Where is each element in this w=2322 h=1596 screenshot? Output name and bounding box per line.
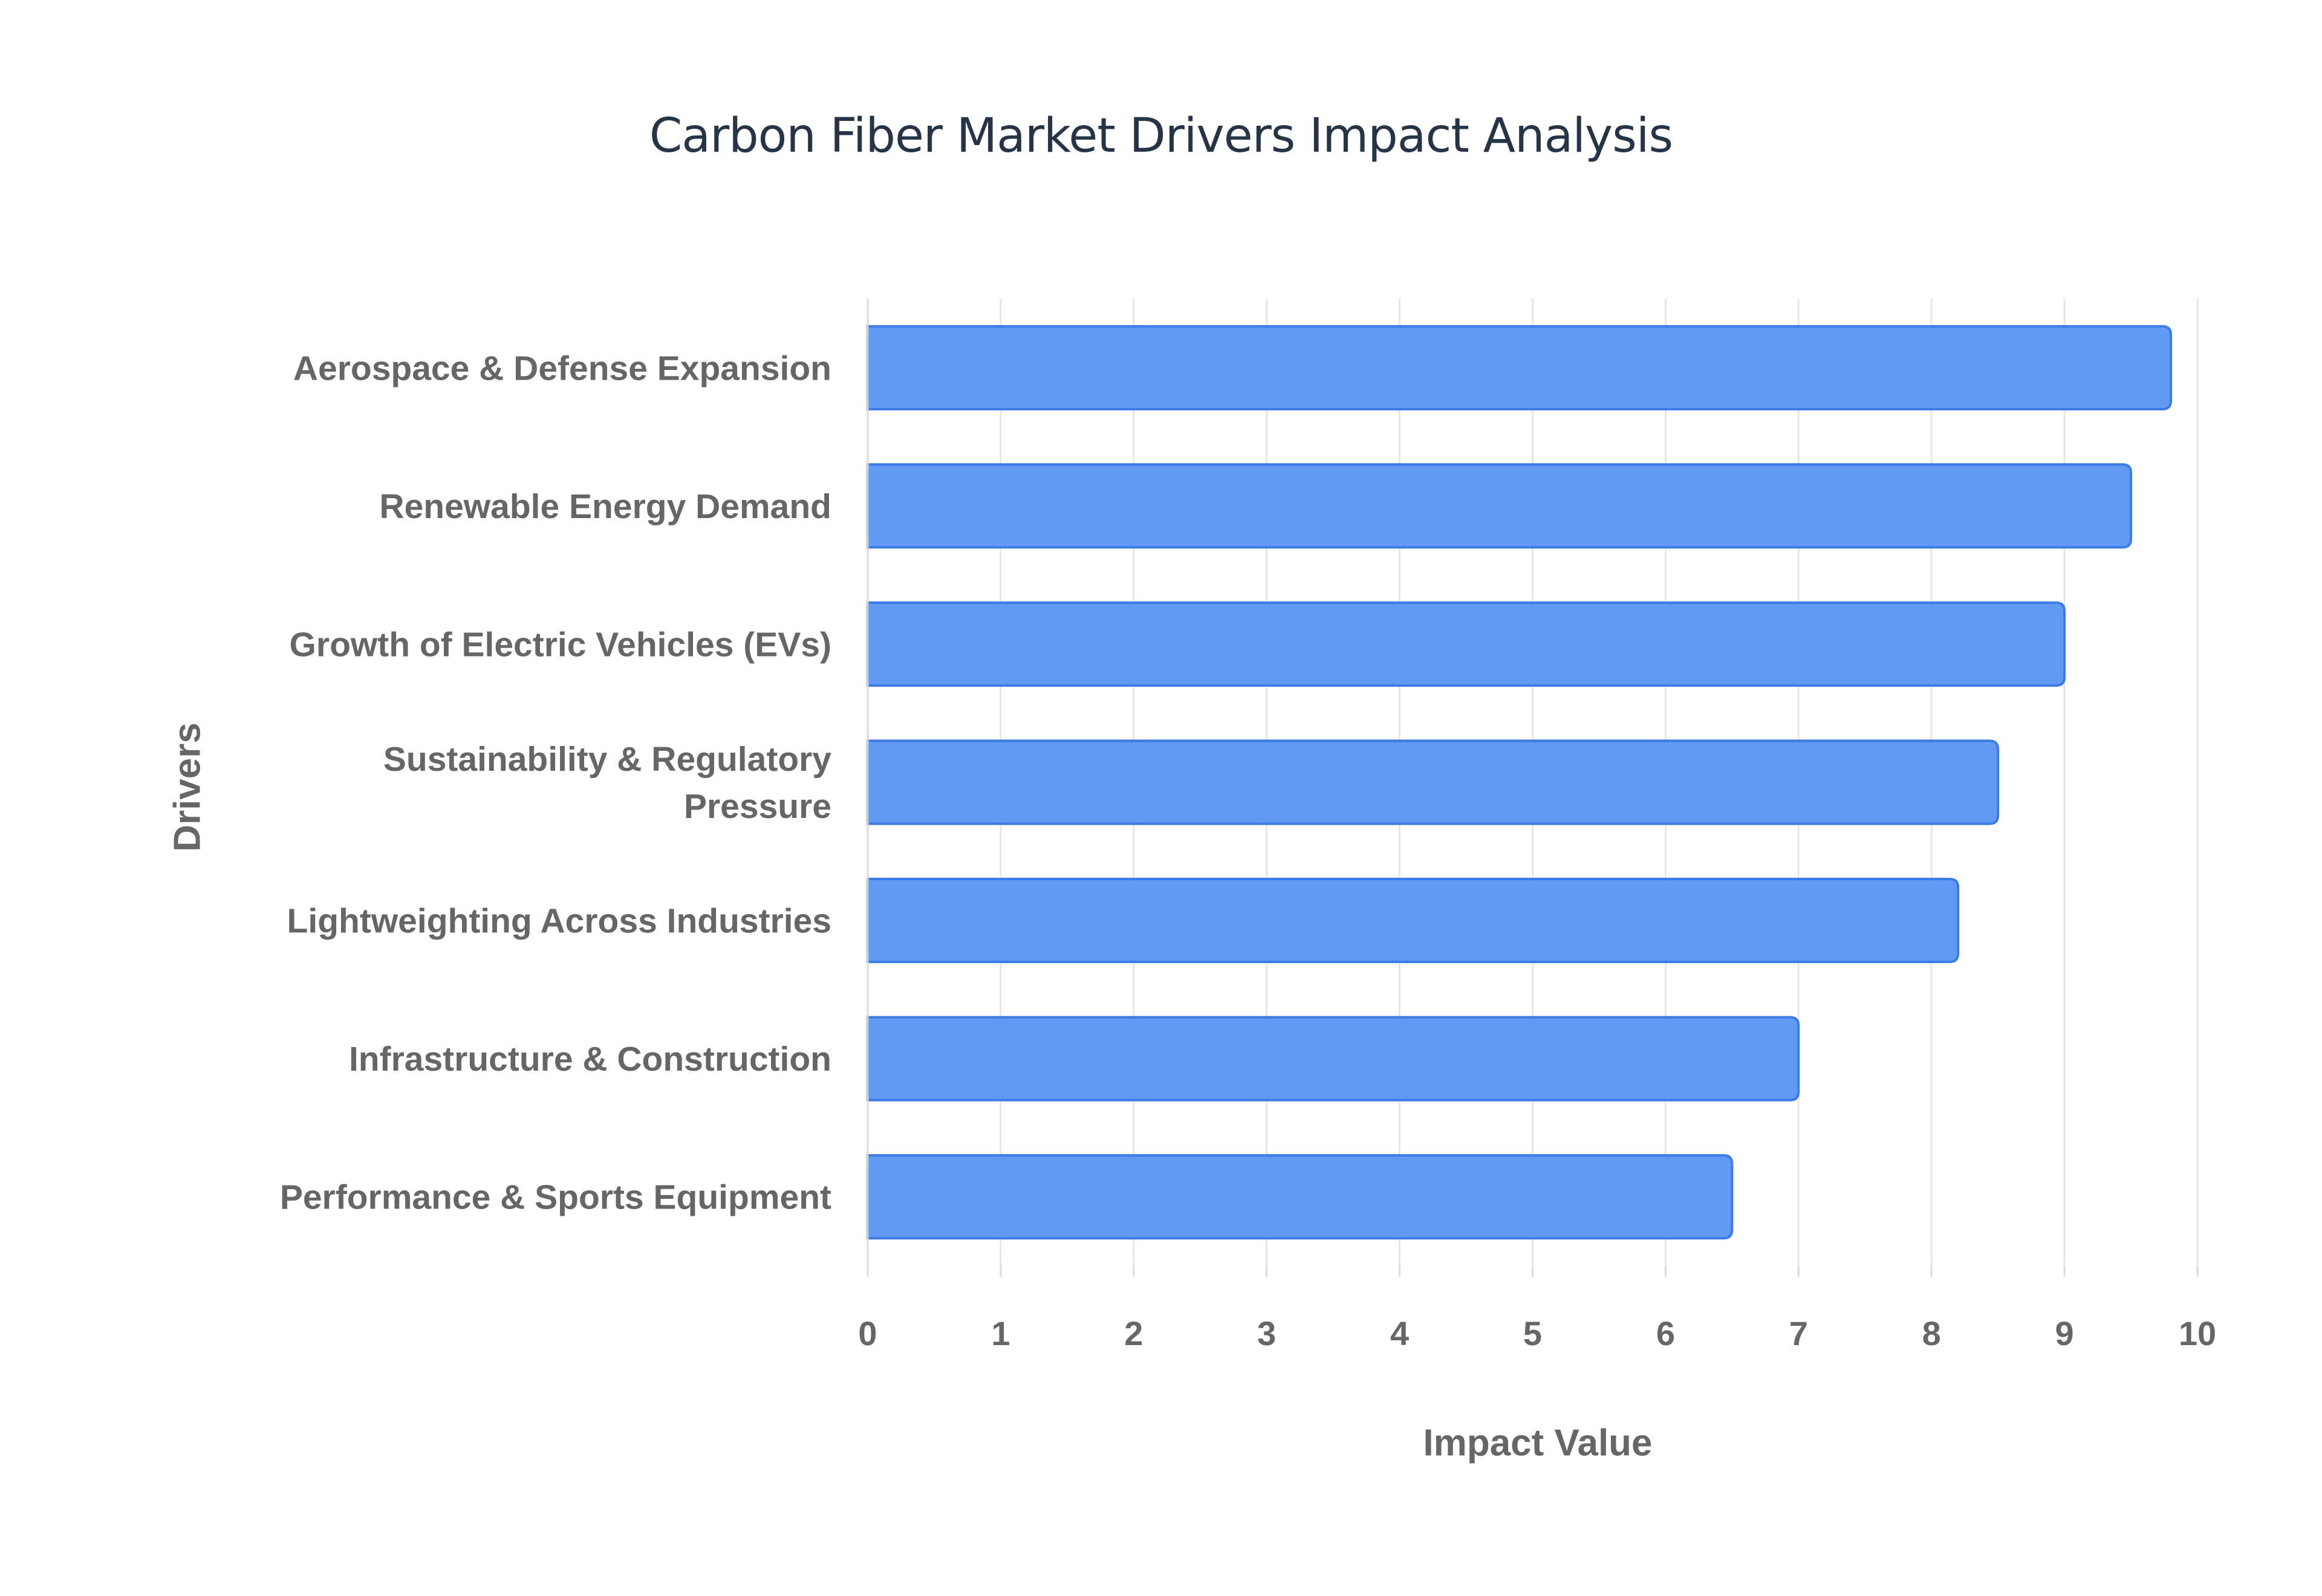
category-label: Renewable Energy Demand bbox=[379, 487, 831, 526]
bar bbox=[867, 601, 2066, 687]
bar bbox=[867, 1016, 1800, 1101]
category-label: Growth of Electric Vehicles (EVs) bbox=[290, 625, 831, 664]
bar bbox=[867, 878, 1960, 964]
x-tick-label: 4 bbox=[1390, 1314, 1409, 1352]
x-tick-label: 9 bbox=[2055, 1314, 2074, 1352]
x-tick-label: 3 bbox=[1257, 1314, 1276, 1352]
x-tick-label: 0 bbox=[858, 1314, 877, 1352]
chart-title: Carbon Fiber Market Drivers Impact Analy… bbox=[649, 109, 1673, 163]
x-tick-label: 1 bbox=[991, 1314, 1010, 1352]
bar bbox=[867, 739, 2000, 825]
x-tick-labels: 0 1 2 3 4 5 6 7 8 9 10 bbox=[858, 1314, 2216, 1352]
bar bbox=[867, 463, 2133, 549]
x-tick-label: 10 bbox=[2179, 1314, 2216, 1352]
category-label: Infrastructure & Construction bbox=[349, 1040, 831, 1079]
x-tick-label: 7 bbox=[1789, 1314, 1808, 1352]
x-tick-label: 2 bbox=[1124, 1314, 1143, 1352]
category-label: Sustainability & Regulatory Pressure bbox=[383, 740, 831, 826]
category-label: Performance & Sports Equipment bbox=[280, 1178, 831, 1217]
bars bbox=[867, 325, 2173, 1240]
category-label: Aerospace & Defense Expansion bbox=[293, 349, 831, 388]
axis-lines bbox=[867, 299, 2199, 1277]
category-labels: Aerospace & Defense Expansion Renewable E… bbox=[280, 349, 831, 1216]
category-label: Lightweighting Across Industries bbox=[287, 902, 831, 941]
bar bbox=[867, 325, 2173, 410]
x-tick-label: 6 bbox=[1656, 1314, 1675, 1352]
x-tick-label: 8 bbox=[1922, 1314, 1941, 1352]
x-axis-title: Impact Value bbox=[1423, 1422, 1653, 1464]
x-tick-label: 5 bbox=[1523, 1314, 1542, 1352]
y-axis-title: Drivers bbox=[166, 722, 209, 852]
bar bbox=[867, 1154, 1734, 1240]
